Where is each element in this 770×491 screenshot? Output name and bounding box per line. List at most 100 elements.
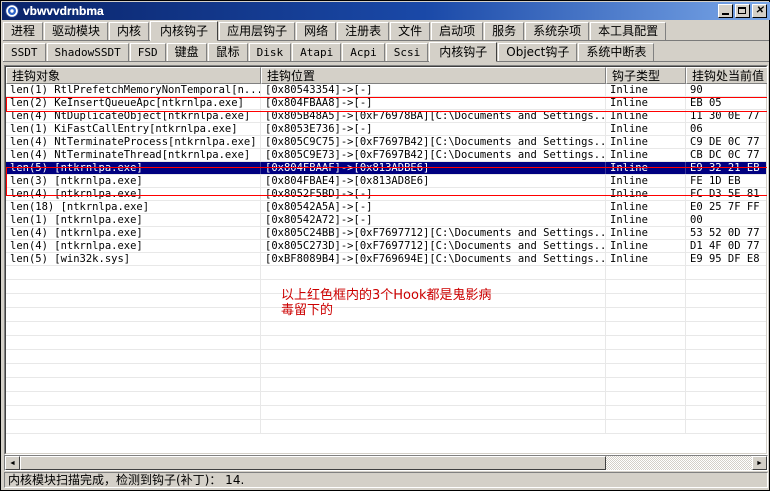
empty-cell xyxy=(261,378,606,391)
cell-object: len(4) [ntkrnlpa.exe] xyxy=(6,240,261,252)
scrollbar-track[interactable] xyxy=(20,456,752,470)
tab-primary-4[interactable]: 应用层钩子 xyxy=(219,22,296,40)
tab-secondary-7[interactable]: Acpi xyxy=(342,43,385,61)
tab-secondary-3[interactable]: 键盘 xyxy=(166,43,207,61)
tab-primary-6[interactable]: 注册表 xyxy=(337,22,390,40)
close-button[interactable]: ✕ xyxy=(752,4,767,18)
tab-secondary-10[interactable]: Object钩子 xyxy=(498,43,578,61)
cell-location: [0x8052F5BD]->[-] xyxy=(261,188,606,200)
table-row[interactable]: len(5) [win32k.sys] [0xBF8089B4]->[0xF769… xyxy=(6,253,766,266)
table-header: 挂钩对象 挂钩位置 钩子类型 挂钩处当前值 xyxy=(6,67,767,84)
tab-primary-11[interactable]: 本工具配置 xyxy=(590,22,667,40)
table-row[interactable]: len(4) [ntkrnlpa.exe] [0x805C24BB]->[0xF7… xyxy=(6,227,766,240)
tab-secondary-1[interactable]: ShadowSSDT xyxy=(46,43,129,61)
column-header-1[interactable]: 挂钩位置 xyxy=(261,67,606,84)
tab-primary-5[interactable]: 网络 xyxy=(296,22,337,40)
table-row[interactable]: len(4) NtTerminateThread[ntkrnlpa.exe] [0… xyxy=(6,149,766,162)
empty-cell xyxy=(6,392,261,405)
tab-label: 本工具配置 xyxy=(598,24,659,38)
empty-cell xyxy=(6,406,261,419)
empty-cell xyxy=(261,364,606,377)
app-logo-icon xyxy=(5,4,19,18)
column-header-0[interactable]: 挂钩对象 xyxy=(6,67,261,84)
tab-primary-10[interactable]: 系统杂项 xyxy=(525,22,590,40)
cell-value: C9 DE 0C 77 xyxy=(690,136,760,148)
table-row[interactable]: len(4) NtDuplicateObject[ntkrnlpa.exe] [0… xyxy=(6,110,766,123)
empty-cell xyxy=(606,308,686,321)
tab-secondary-2[interactable]: FSD xyxy=(129,43,166,61)
tab-secondary-11[interactable]: 系统中断表 xyxy=(578,43,655,61)
cell-location: [0x8053E736]->[-] xyxy=(261,123,606,135)
tab-secondary-0[interactable]: SSDT xyxy=(3,43,46,61)
empty-cell xyxy=(261,406,606,419)
tab-secondary-9[interactable]: 内核钩子 xyxy=(429,42,498,62)
table-row[interactable]: len(4) NtTerminateProcess[ntkrnlpa.exe][… xyxy=(6,136,766,149)
tab-primary-2[interactable]: 内核 xyxy=(109,22,150,40)
cell-value: 53 52 0D 77 xyxy=(690,227,760,239)
empty-cell xyxy=(6,378,261,391)
scroll-left-arrow-icon[interactable]: ◄ xyxy=(5,456,20,470)
tab-label: ShadowSSDT xyxy=(54,46,121,59)
cell-type: Inline xyxy=(606,253,686,265)
tab-secondary-6[interactable]: Atapi xyxy=(292,43,342,61)
cell-location: [0x805C9C75]->[0xF7697B42][C:\Documents … xyxy=(261,136,606,148)
cell-type: Inline xyxy=(606,84,686,96)
empty-cell xyxy=(606,350,686,363)
table-row[interactable]: len(1) KiFastCallEntry[ntkrnlpa.exe] [0x8… xyxy=(6,123,766,136)
empty-cell xyxy=(6,280,261,293)
scrollbar-thumb[interactable] xyxy=(20,456,606,470)
tab-label: 内核钩子 xyxy=(160,24,209,38)
table-row[interactable]: len(4) [ntkrnlpa.exe] [0x805C273D]->[0xF7… xyxy=(6,240,766,253)
tab-label: 服务 xyxy=(492,24,517,38)
cell-value: EB 05 xyxy=(690,97,722,109)
empty-cell xyxy=(686,308,766,321)
table-row[interactable]: len(2) KeInsertQueueApc[ntkrnlpa.exe] [0x… xyxy=(6,97,766,110)
column-header-label: 挂钩位置 xyxy=(267,69,316,83)
cell-location: [0x80542A5A]->[-] xyxy=(261,201,606,213)
cell-location: [0x804FBAE4]->[0x813AD8E6] xyxy=(261,175,606,187)
tab-primary-0[interactable]: 进程 xyxy=(3,22,44,40)
table-row[interactable]: len(4) [ntkrnlpa.exe] [0x8052F5BD]->[-] In… xyxy=(6,188,766,201)
table-row[interactable]: len(5) [ntkrnlpa.exe] [0x804FBAAF]->[0x81… xyxy=(6,162,766,175)
cell-value: 11 30 0E 77 xyxy=(690,110,760,122)
table-row[interactable]: len(1) RtlPrefetchMemoryNonTemporal[n...… xyxy=(6,84,766,97)
tab-label: FSD xyxy=(137,46,158,59)
empty-cell xyxy=(686,378,766,391)
tab-label: Atapi xyxy=(300,46,334,59)
tab-primary-1[interactable]: 驱动模块 xyxy=(44,22,109,40)
empty-cell xyxy=(686,322,766,335)
empty-cell xyxy=(261,294,606,307)
cell-value: D1 4F 0D 77 xyxy=(690,240,760,252)
empty-cell xyxy=(261,336,606,349)
tab-secondary-8[interactable]: Scsi xyxy=(385,43,429,61)
minimize-button[interactable] xyxy=(718,4,733,18)
table-row[interactable]: len(1) [ntkrnlpa.exe] [0x80542A72]->[-] In… xyxy=(6,214,766,227)
cell-type: Inline xyxy=(606,240,686,252)
maximize-button[interactable] xyxy=(735,4,750,18)
empty-cell xyxy=(686,266,766,279)
cell-type: Inline xyxy=(606,149,686,161)
cell-location: [0xBF8089B4]->[0xF769694E][C:\Documents … xyxy=(261,253,606,265)
table-row[interactable]: len(18) [ntkrnlpa.exe] [0x80542A5A]->[-] I… xyxy=(6,201,766,214)
cell-object: len(1) KiFastCallEntry[ntkrnlpa.exe] xyxy=(6,123,261,135)
tab-secondary-5[interactable]: Disk xyxy=(248,43,292,61)
cell-value: CB DC 0C 77 xyxy=(690,149,760,161)
tab-label: 键盘 xyxy=(174,45,199,59)
scroll-right-arrow-icon[interactable]: ► xyxy=(752,456,767,470)
column-header-3[interactable]: 挂钩处当前值 xyxy=(686,67,767,84)
tab-primary-8[interactable]: 启动项 xyxy=(431,22,484,40)
tab-primary-3[interactable]: 内核钩子 xyxy=(150,21,219,41)
cell-type: Inline xyxy=(606,97,686,109)
tab-primary-9[interactable]: 服务 xyxy=(484,22,525,40)
horizontal-scrollbar[interactable]: ◄ ► xyxy=(4,455,768,471)
cell-object: len(1) [ntkrnlpa.exe] xyxy=(6,214,261,226)
tab-secondary-4[interactable]: 鼠标 xyxy=(207,43,248,61)
column-header-2[interactable]: 钩子类型 xyxy=(606,67,686,84)
cell-type: Inline xyxy=(606,214,686,226)
cell-type: Inline xyxy=(606,110,686,122)
column-header-label: 挂钩对象 xyxy=(12,69,61,83)
tab-label: 系统杂项 xyxy=(533,24,582,38)
cell-value: FE 1D EB xyxy=(690,175,741,187)
table-row[interactable]: len(3) [ntkrnlpa.exe] [0x804FBAE4]->[0x81… xyxy=(6,175,766,188)
tab-primary-7[interactable]: 文件 xyxy=(390,22,431,40)
